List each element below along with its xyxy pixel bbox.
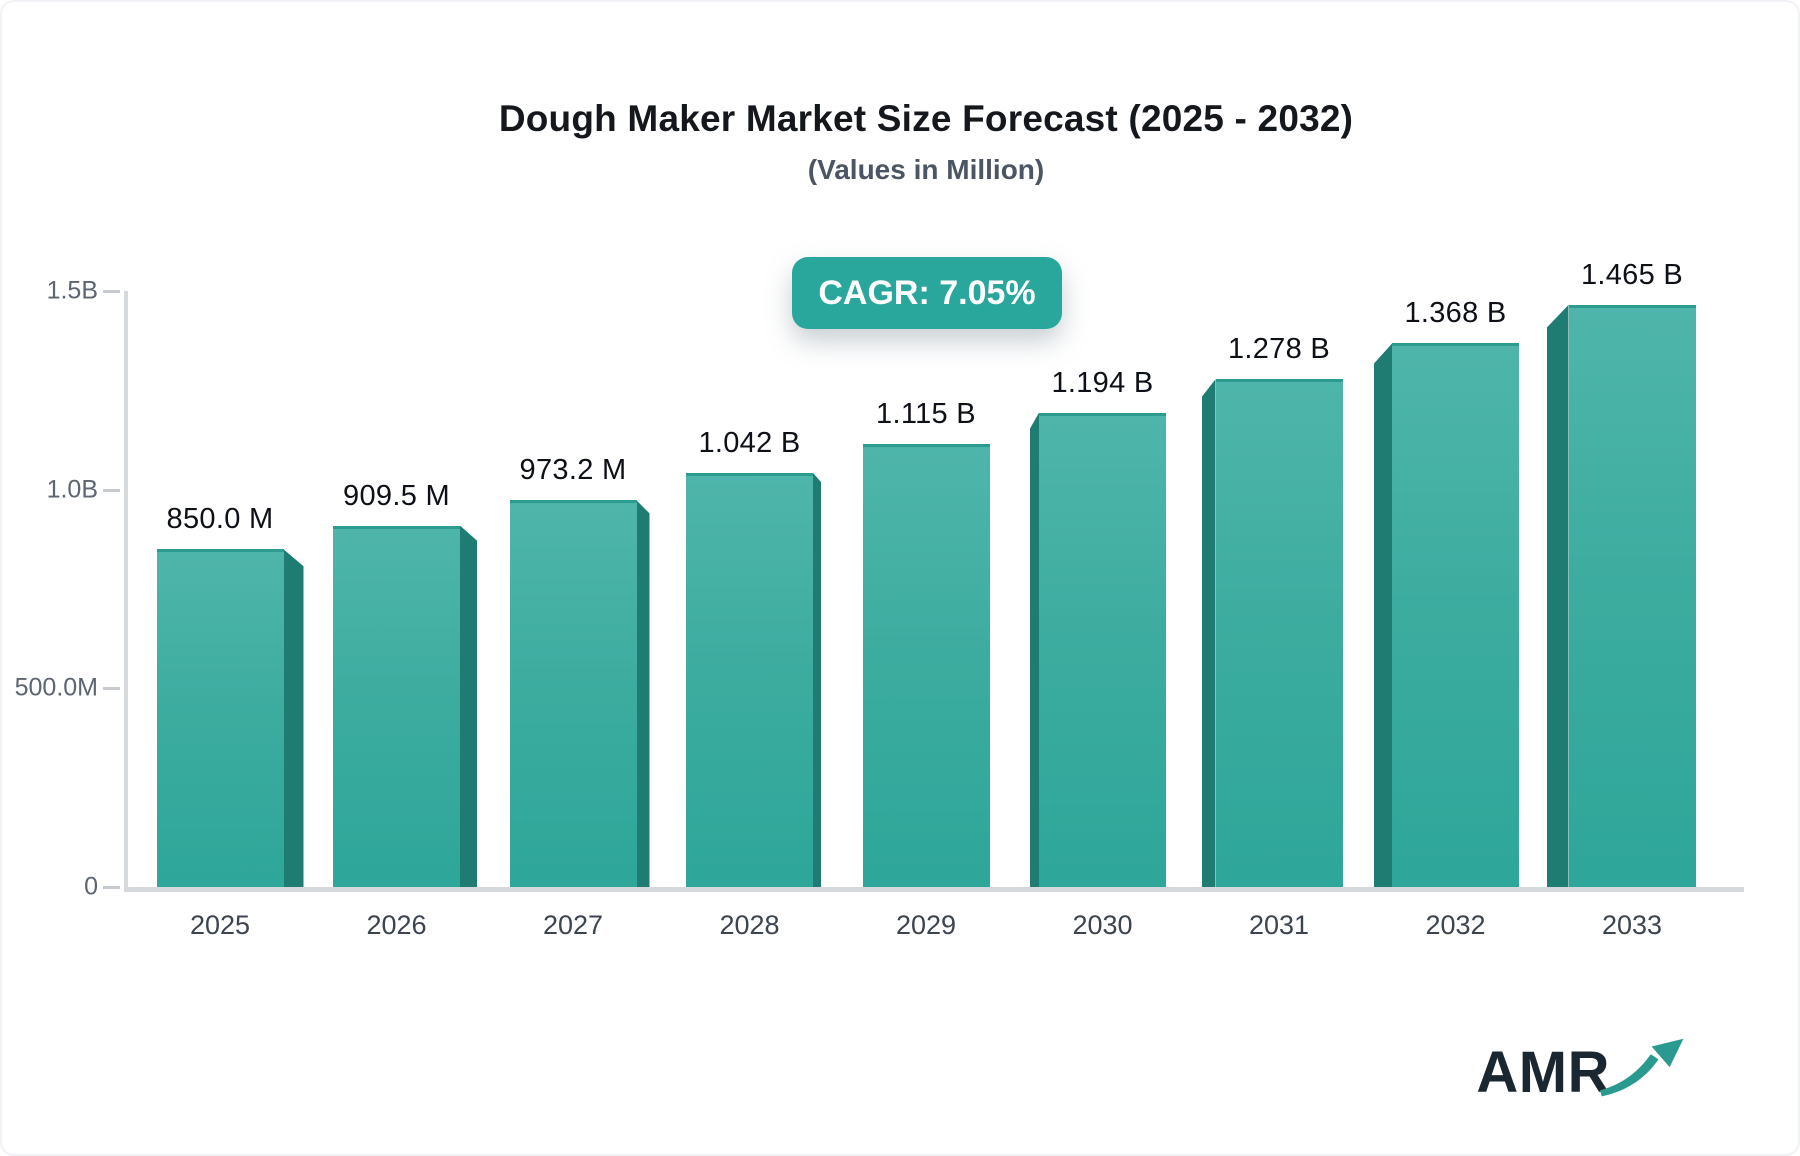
x-tick-label: 2028 <box>719 910 780 940</box>
bar-front-face <box>1392 343 1519 887</box>
bar-front-face <box>333 525 460 887</box>
y-axis-line <box>124 291 128 891</box>
bar-value-label: 1.194 B <box>1051 366 1154 399</box>
y-tick-mark <box>103 290 120 293</box>
bar-side-face <box>813 472 821 887</box>
bar-front-face <box>1568 304 1696 887</box>
bar <box>686 472 821 887</box>
logo-text: AMR <box>1476 1040 1610 1105</box>
bar-value-label: 1.465 B <box>1580 258 1684 291</box>
bar <box>1030 412 1166 887</box>
bar-value-label: 909.5 M <box>343 479 450 512</box>
bar-side-face <box>460 525 477 887</box>
x-tick-label: 2026 <box>366 910 427 940</box>
x-tick-label: 2033 <box>1601 910 1663 940</box>
bar-value-label: 1.115 B <box>876 397 976 430</box>
x-axis-line <box>124 887 1744 892</box>
bar-front-face <box>862 443 990 887</box>
x-tick-label: 2027 <box>542 910 604 940</box>
amr-logo: AMR <box>1476 1038 1686 1102</box>
bar <box>1201 379 1343 887</box>
bar-side-face <box>636 500 650 887</box>
bar-side-face <box>1374 343 1392 887</box>
y-tick-mark <box>103 886 120 889</box>
bar-side-face <box>1030 412 1039 887</box>
bar-value-label: 1.042 B <box>698 426 801 459</box>
bar-value-label: 973.2 M <box>519 454 627 487</box>
x-tick-label: 2031 <box>1248 910 1310 940</box>
x-tick-label: 2030 <box>1072 910 1133 940</box>
y-tick-label: 1.0B <box>46 475 98 504</box>
bar-front-face <box>156 549 284 887</box>
chart-subtitle: (Values in Million) <box>807 154 1045 185</box>
bar <box>333 525 477 887</box>
bar-side-face <box>1546 304 1569 887</box>
chart-title: Dough Maker Market Size Forecast (2025 -… <box>498 98 1354 139</box>
y-tick-mark <box>103 687 120 691</box>
bar-front-face <box>1039 412 1166 887</box>
bar <box>1374 343 1519 887</box>
x-tick-label: 2029 <box>895 910 957 940</box>
bar-value-label: 1.368 B <box>1404 297 1507 330</box>
growth-arrow-icon <box>1600 1038 1684 1097</box>
y-tick-label: 1.5B <box>46 276 98 305</box>
bar <box>156 549 304 887</box>
bar-side-face <box>283 549 304 887</box>
y-tick-label: 500.0M <box>14 673 98 702</box>
bar <box>509 500 650 887</box>
x-tick-label: 2025 <box>189 910 251 940</box>
bar-value-label: 1.278 B <box>1227 333 1331 366</box>
bar-side-face <box>1201 379 1216 887</box>
y-tick-mark <box>103 488 120 492</box>
cagr-badge: CAGR: 7.05% <box>792 257 1062 329</box>
bar-front-face <box>509 500 637 887</box>
y-tick-label: 0 <box>84 872 98 901</box>
bar <box>862 443 990 887</box>
bar-value-label: 850.0 M <box>166 503 274 536</box>
bar <box>1546 304 1696 887</box>
bar-front-face <box>1215 379 1343 887</box>
bar-front-face <box>686 472 813 887</box>
x-tick-label: 2032 <box>1425 910 1486 940</box>
